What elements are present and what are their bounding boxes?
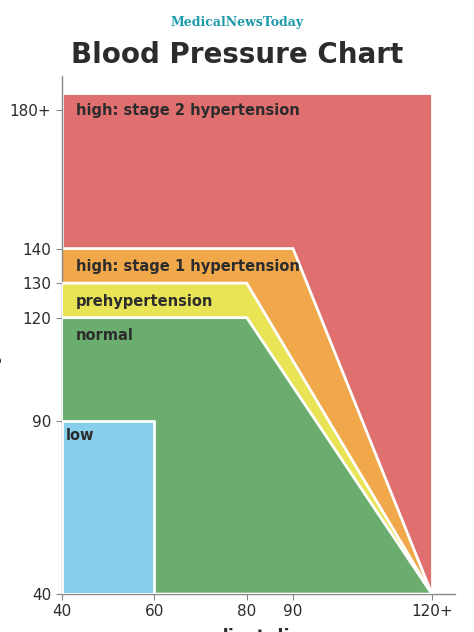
Polygon shape bbox=[62, 422, 154, 594]
Polygon shape bbox=[62, 248, 432, 594]
Y-axis label: systolic: systolic bbox=[0, 296, 1, 374]
Polygon shape bbox=[62, 93, 432, 594]
Polygon shape bbox=[62, 283, 432, 594]
X-axis label: diastolic: diastolic bbox=[216, 628, 301, 632]
Text: high: stage 2 hypertension: high: stage 2 hypertension bbox=[75, 104, 299, 118]
Polygon shape bbox=[62, 318, 432, 594]
Text: high: stage 1 hypertension: high: stage 1 hypertension bbox=[75, 259, 300, 274]
Text: MedicalNewsToday: MedicalNewsToday bbox=[171, 16, 303, 29]
Text: Blood Pressure Chart: Blood Pressure Chart bbox=[71, 41, 403, 69]
Text: normal: normal bbox=[75, 328, 133, 343]
Text: low: low bbox=[66, 428, 95, 443]
Text: prehypertension: prehypertension bbox=[75, 293, 213, 308]
